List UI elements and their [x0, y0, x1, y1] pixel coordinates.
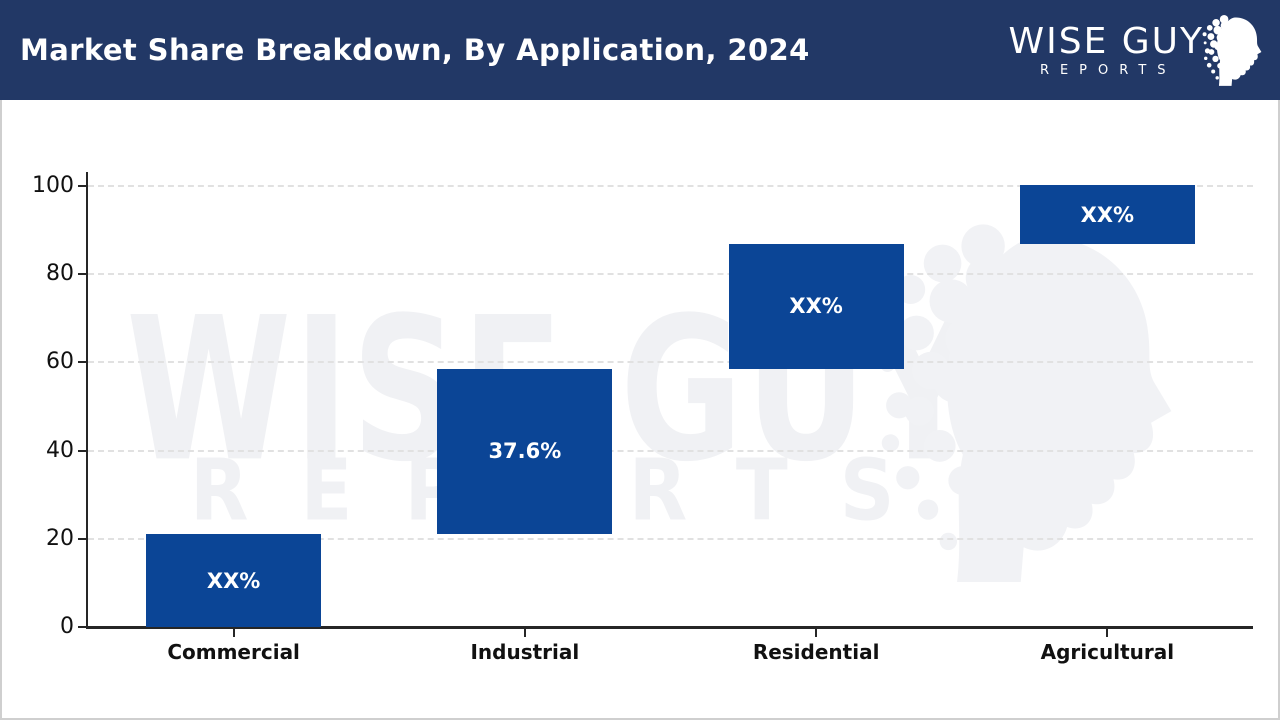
bar-industrial: 37.6%: [437, 368, 613, 535]
logo-dotted-face-icon: [1200, 8, 1266, 92]
y-tick-label-80: 80: [46, 261, 74, 287]
bar-label-agricultural: XX%: [1080, 202, 1135, 227]
x-axis-label-agricultural: Agricultural: [1040, 640, 1175, 664]
y-tick-label-40: 40: [46, 437, 74, 463]
page-title: Market Share Breakdown, By Application, …: [20, 33, 810, 67]
x-tick-industrial: [523, 629, 526, 637]
bar-agricultural: XX%: [1019, 185, 1195, 245]
frame-left: [0, 100, 2, 720]
x-tick-agricultural: [1106, 629, 1109, 637]
header-bar: Market Share Breakdown, By Application, …: [0, 0, 1280, 100]
gridline-60: [88, 361, 1253, 364]
y-tick-label-0: 0: [60, 614, 74, 639]
logo-text: WISE GUY REPORTS: [1008, 20, 1205, 78]
y-tick-0: [78, 626, 86, 628]
logo-line1: WISE GUY: [1008, 20, 1204, 62]
x-axis-label-residential: Residential: [752, 640, 880, 664]
gridline-20: [88, 537, 1253, 540]
y-tick-label-100: 100: [32, 173, 74, 198]
bar-label-residential: XX%: [789, 294, 843, 319]
gridline-80: [88, 273, 1253, 276]
frame-right: [1278, 100, 1280, 720]
bar-label-industrial: 37.6%: [488, 439, 562, 464]
bar-commercial: XX%: [146, 534, 322, 627]
gridline-100: [88, 185, 1253, 187]
x-tick-commercial: [232, 629, 235, 637]
y-tick-80: [78, 273, 86, 276]
y-tick-label-20: 20: [46, 525, 74, 551]
y-tick-20: [78, 537, 86, 540]
y-axis-line: [86, 172, 88, 629]
y-tick-label-60: 60: [46, 349, 74, 375]
frame-bottom: [0, 718, 1280, 720]
bar-residential: XX%: [728, 244, 904, 369]
x-axis-line: [86, 626, 1253, 629]
y-tick-40: [78, 449, 86, 452]
y-tick-100: [78, 185, 86, 187]
x-axis-label-commercial: Commercial: [167, 640, 300, 664]
x-tick-residential: [815, 629, 818, 637]
x-axis-label-industrial: Industrial: [470, 640, 580, 664]
wiseguy-logo: WISE GUY REPORTS: [1009, 8, 1267, 92]
bar-label-commercial: XX%: [206, 568, 261, 593]
logo-line2: REPORTS: [1039, 62, 1177, 78]
y-tick-60: [78, 361, 86, 364]
gridline-40: [88, 449, 1253, 452]
